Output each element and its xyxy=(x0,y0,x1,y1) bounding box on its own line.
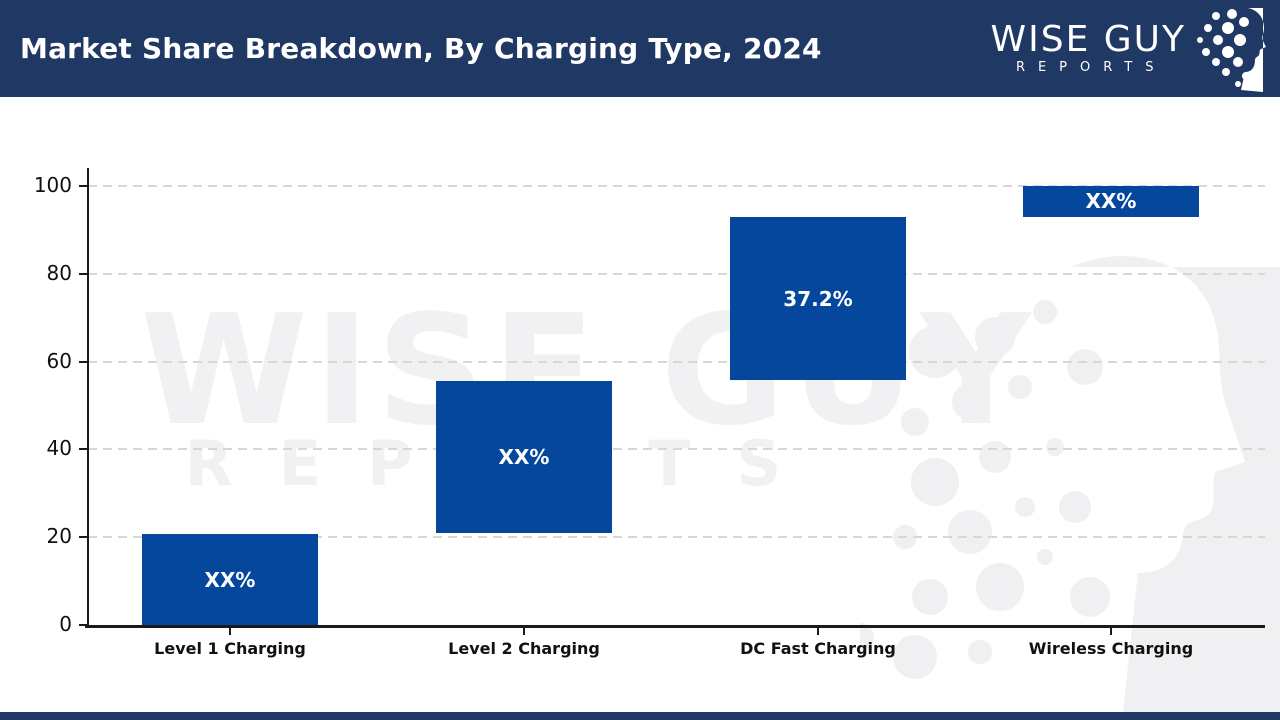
y-axis-tick-label: 60 xyxy=(46,348,72,373)
x-axis-category-label: Level 2 Charging xyxy=(448,639,600,658)
x-axis-tick-mark xyxy=(817,628,819,635)
gridline-60 xyxy=(88,360,1265,363)
y-axis-line xyxy=(87,168,89,628)
brand-wordmark: WISE GUY REPORTS xyxy=(990,19,1187,76)
bar-value-label: XX% xyxy=(1085,189,1137,214)
x-axis-category-label: DC Fast Charging xyxy=(740,639,896,658)
y-axis-tick-mark xyxy=(79,360,87,363)
y-axis-tick-label: 80 xyxy=(46,260,72,285)
y-axis-tick-label: 0 xyxy=(59,612,72,636)
brand-face-icon xyxy=(1197,7,1266,92)
y-axis-tick-mark xyxy=(79,448,87,451)
gridline-40 xyxy=(88,448,1265,451)
brand-logo: WISE GUY REPORTS xyxy=(991,6,1280,92)
bar-value-label: XX% xyxy=(204,567,256,592)
gridline-80 xyxy=(88,272,1265,275)
y-axis-tick-mark xyxy=(79,536,87,539)
bar-level-2-charging: XX% xyxy=(436,380,612,534)
watermark-face-dots xyxy=(860,256,1280,712)
brand-subname: REPORTS xyxy=(1015,60,1167,75)
x-axis-line xyxy=(85,625,1265,628)
x-axis-tick-mark xyxy=(523,628,525,635)
footer-bar xyxy=(0,712,1280,720)
header-bar: Market Share Breakdown, By Charging Type… xyxy=(0,0,1280,97)
brand-name: WISE GUY xyxy=(990,19,1186,60)
y-axis-tick-mark xyxy=(79,624,87,626)
y-axis-tick-mark xyxy=(79,185,87,187)
x-axis-tick-mark xyxy=(1110,628,1112,635)
bar-wireless-charging: XX% xyxy=(1023,186,1199,217)
y-axis-tick-label: 40 xyxy=(46,436,72,461)
gridline-20 xyxy=(88,536,1265,539)
y-axis-tick-label: 100 xyxy=(33,173,72,197)
y-axis-tick-mark xyxy=(79,272,87,275)
bar-dc-fast-charging: 37.2% xyxy=(730,217,906,381)
gridline-100 xyxy=(88,185,1265,187)
x-axis-tick-mark xyxy=(229,628,231,635)
bar-level-1-charging: XX% xyxy=(142,534,318,625)
x-axis-category-label: Level 1 Charging xyxy=(154,639,306,658)
y-axis-tick-label: 20 xyxy=(46,524,72,549)
bar-value-label: 37.2% xyxy=(783,286,853,311)
x-axis-category-label: Wireless Charging xyxy=(1028,639,1194,658)
bar-value-label: XX% xyxy=(498,445,550,470)
page-title: Market Share Breakdown, By Charging Type… xyxy=(20,32,822,65)
